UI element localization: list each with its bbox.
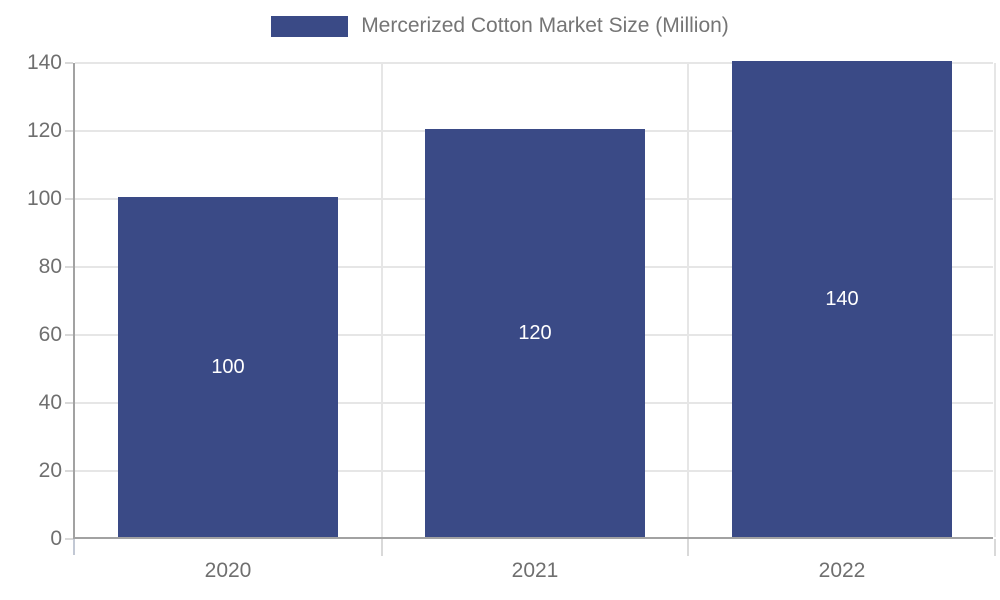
y-tick-label: 20 <box>38 459 62 482</box>
y-tick-mark <box>65 402 73 404</box>
bar-2022[interactable]: 140 <box>732 61 952 537</box>
y-tick-label: 120 <box>26 119 62 142</box>
bar-2020[interactable]: 100 <box>118 197 338 537</box>
x-gridline <box>687 63 689 537</box>
y-tick-label: 0 <box>50 527 62 550</box>
x-tick-label: 2021 <box>511 559 559 582</box>
x-tick-mark <box>381 539 383 556</box>
y-axis-tick-extension <box>73 539 75 555</box>
legend-item[interactable]: Mercerized Cotton Market Size (Million) <box>0 14 1000 38</box>
y-tick-mark <box>65 266 73 268</box>
y-tick-label: 40 <box>38 391 62 414</box>
bar-2021[interactable]: 120 <box>425 129 645 537</box>
y-tick-label: 140 <box>26 51 62 74</box>
x-gridline <box>994 63 996 537</box>
y-tick-mark <box>65 130 73 132</box>
y-tick-mark <box>65 470 73 472</box>
bar-value-label: 140 <box>825 287 859 310</box>
bar-value-label: 100 <box>211 355 245 378</box>
y-tick-mark <box>65 538 73 540</box>
bar-value-label: 120 <box>518 321 552 344</box>
legend-label: Mercerized Cotton Market Size (Million) <box>361 14 729 37</box>
y-tick-label: 60 <box>38 323 62 346</box>
y-tick-label: 80 <box>38 255 62 278</box>
y-tick-mark <box>65 198 73 200</box>
x-tick-mark <box>994 539 996 556</box>
x-tick-label: 2022 <box>818 559 866 582</box>
y-gridline <box>75 62 993 64</box>
x-tick-mark <box>687 539 689 556</box>
y-tick-label: 100 <box>26 187 62 210</box>
legend-swatch-icon <box>271 15 349 37</box>
y-tick-mark <box>65 334 73 336</box>
y-tick-mark <box>65 62 73 64</box>
x-gridline <box>381 63 383 537</box>
plot-area: 0 20 40 60 80 100 120 140 100 2020 120 2021 140 2022 <box>27 51 996 582</box>
x-tick-label: 2020 <box>204 559 252 582</box>
